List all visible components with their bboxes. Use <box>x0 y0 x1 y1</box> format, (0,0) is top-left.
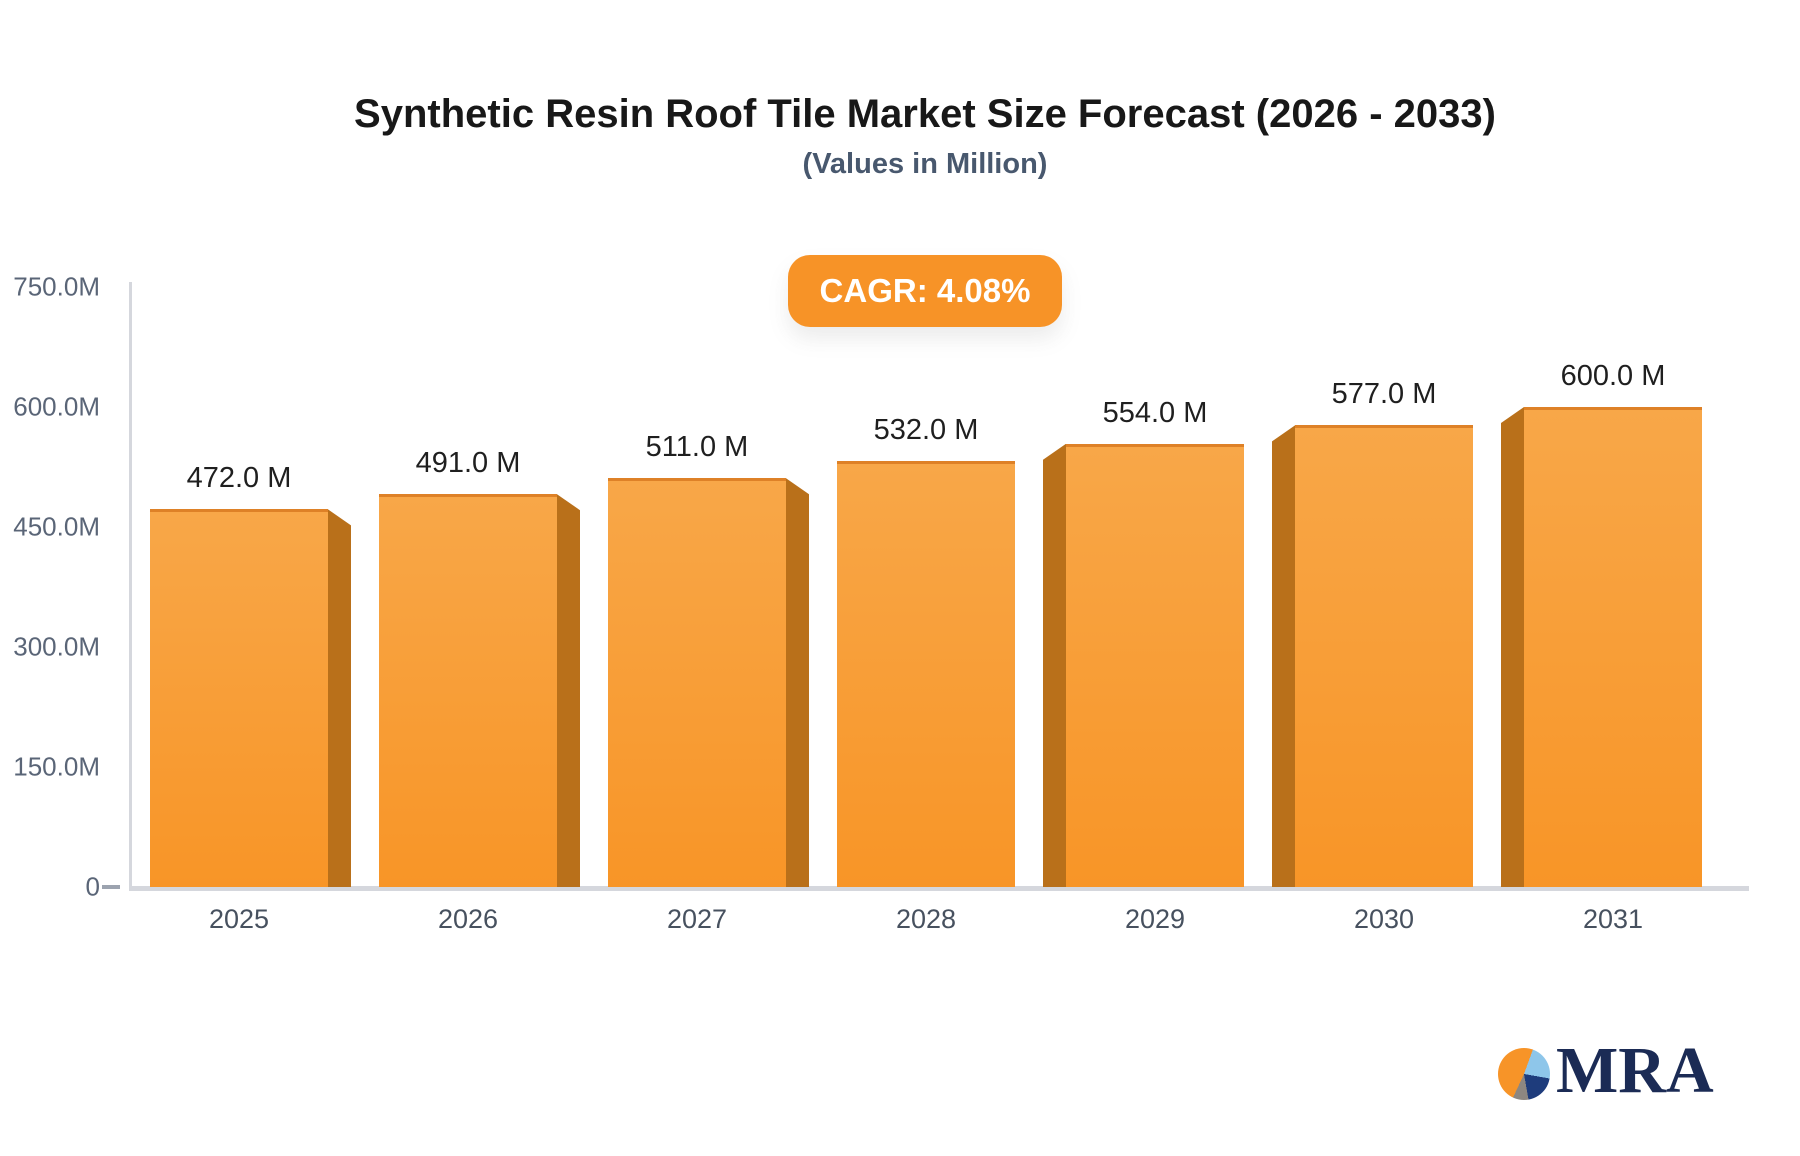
bar-2027 <box>608 478 786 887</box>
page-title: Synthetic Resin Roof Tile Market Size Fo… <box>354 92 1496 136</box>
x-tick-label-2030: 2030 <box>1353 904 1415 934</box>
bar-value-label-2031: 600.0 M <box>1560 360 1666 392</box>
bar-side-2030 <box>1272 425 1295 887</box>
page-subtitle: (Values in Million) <box>802 148 1048 180</box>
y-tick-label-0: 0 <box>85 871 100 902</box>
bar-value-label-2030: 577.0 M <box>1331 378 1437 411</box>
x-tick-label-2031: 2031 <box>1582 904 1644 934</box>
bar-side-2025 <box>328 509 351 887</box>
x-tick-label-2027: 2027 <box>666 904 728 934</box>
y-axis-line <box>129 282 132 889</box>
bar-2030 <box>1295 425 1473 887</box>
mra-logo: MRA <box>1498 1038 1714 1104</box>
y-tick-label-150.0M: 150.0M <box>13 751 100 782</box>
y-tick-label-600.0M: 600.0M <box>13 391 100 422</box>
zero-tick-mark <box>102 885 120 889</box>
x-tick-label-2026: 2026 <box>437 904 499 934</box>
pie-chart-logo-icon <box>1498 1048 1550 1100</box>
bar-side-2027 <box>786 478 809 887</box>
bar-side-2029 <box>1043 443 1066 887</box>
y-tick-label-450.0M: 450.0M <box>13 511 100 542</box>
x-tick-label-2028: 2028 <box>895 904 957 934</box>
cagr-badge: CAGR: 4.08% <box>788 255 1062 327</box>
bar-2028 <box>837 461 1015 887</box>
bar-value-label-2029: 554.0 M <box>1102 396 1208 429</box>
x-axis-baseline <box>129 886 1749 891</box>
bar-value-label-2027: 511.0 M <box>645 431 749 464</box>
bar-2025 <box>150 509 328 887</box>
y-tick-label-750.0M: 750.0M <box>13 271 100 302</box>
cagr-badge-label: CAGR: 4.08% <box>819 272 1031 309</box>
bar-2029 <box>1066 443 1244 887</box>
x-tick-label-2025: 2025 <box>208 904 270 934</box>
y-tick-label-300.0M: 300.0M <box>13 631 100 662</box>
x-tick-label-2029: 2029 <box>1124 904 1186 934</box>
bar-2031 <box>1524 407 1702 887</box>
logo-text: MRA <box>1556 1034 1714 1107</box>
bar-value-label-2028: 532.0 M <box>873 414 979 447</box>
bar-side-2026 <box>557 494 580 887</box>
bar-value-label-2026: 491.0 M <box>415 447 521 480</box>
bar-2026 <box>379 494 557 887</box>
bar-value-label-2025: 472.0 M <box>186 462 292 495</box>
bar-side-2031 <box>1501 407 1524 887</box>
